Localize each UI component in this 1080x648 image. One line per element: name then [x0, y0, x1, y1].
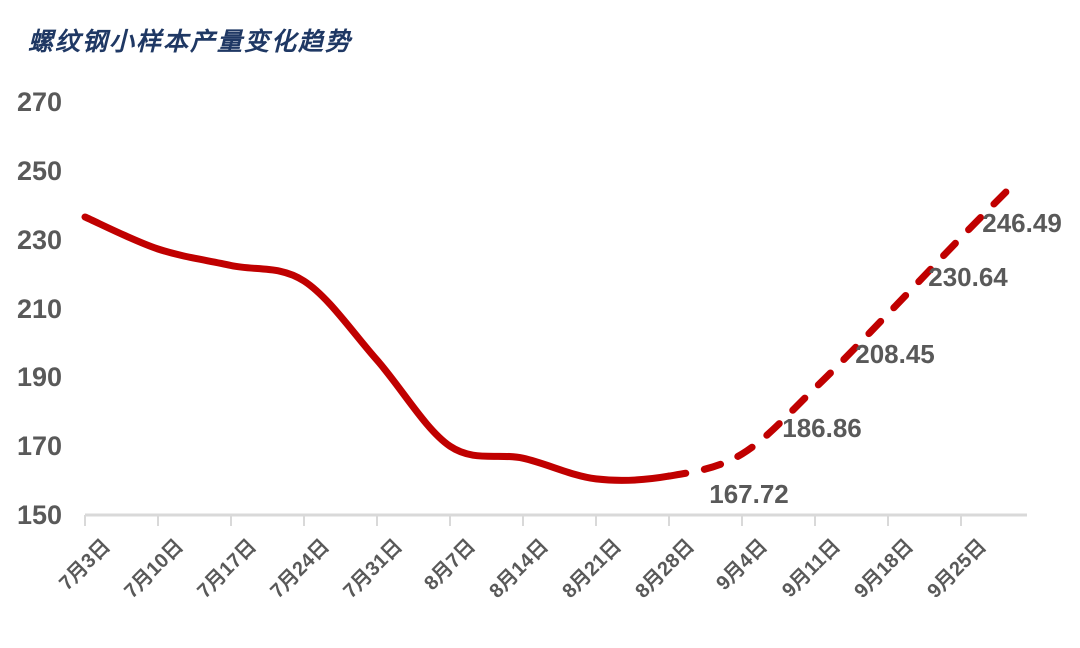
- y-axis-label: 250: [16, 155, 62, 186]
- y-axis-label: 170: [16, 431, 62, 462]
- series-line-solid: [81, 213, 673, 484]
- data-label: 167.72: [709, 479, 789, 509]
- data-label: 208.45: [855, 338, 935, 369]
- data-label: 230.64: [928, 262, 1008, 293]
- y-axis-label: 210: [16, 293, 62, 324]
- y-axis-label: 190: [16, 362, 62, 393]
- series-line-dashed: [665, 179, 1019, 480]
- y-axis-label: 270: [16, 87, 62, 117]
- data-label: 246.49: [982, 207, 1062, 238]
- y-axis-label: 230: [16, 224, 62, 255]
- data-label: 186.86: [782, 413, 862, 444]
- chart-title: 螺纹钢小样本产量变化趋势: [28, 28, 353, 56]
- y-axis-label: 150: [16, 500, 62, 530]
